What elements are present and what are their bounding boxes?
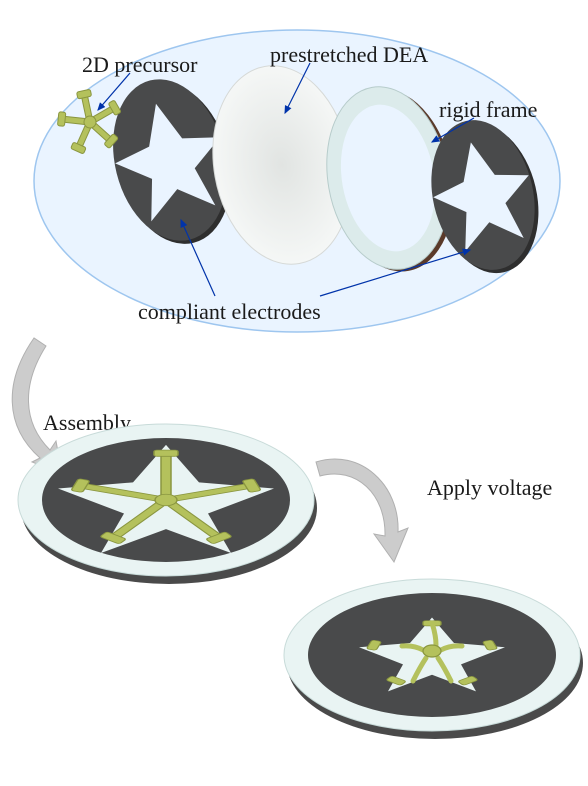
assembled-buckled	[272, 550, 588, 770]
label-precursor: 2D precursor	[82, 52, 197, 78]
label-electrodes: compliant electrodes	[138, 299, 321, 325]
label-frame: rigid frame	[439, 97, 537, 123]
label-dea: prestretched DEA	[270, 42, 428, 68]
